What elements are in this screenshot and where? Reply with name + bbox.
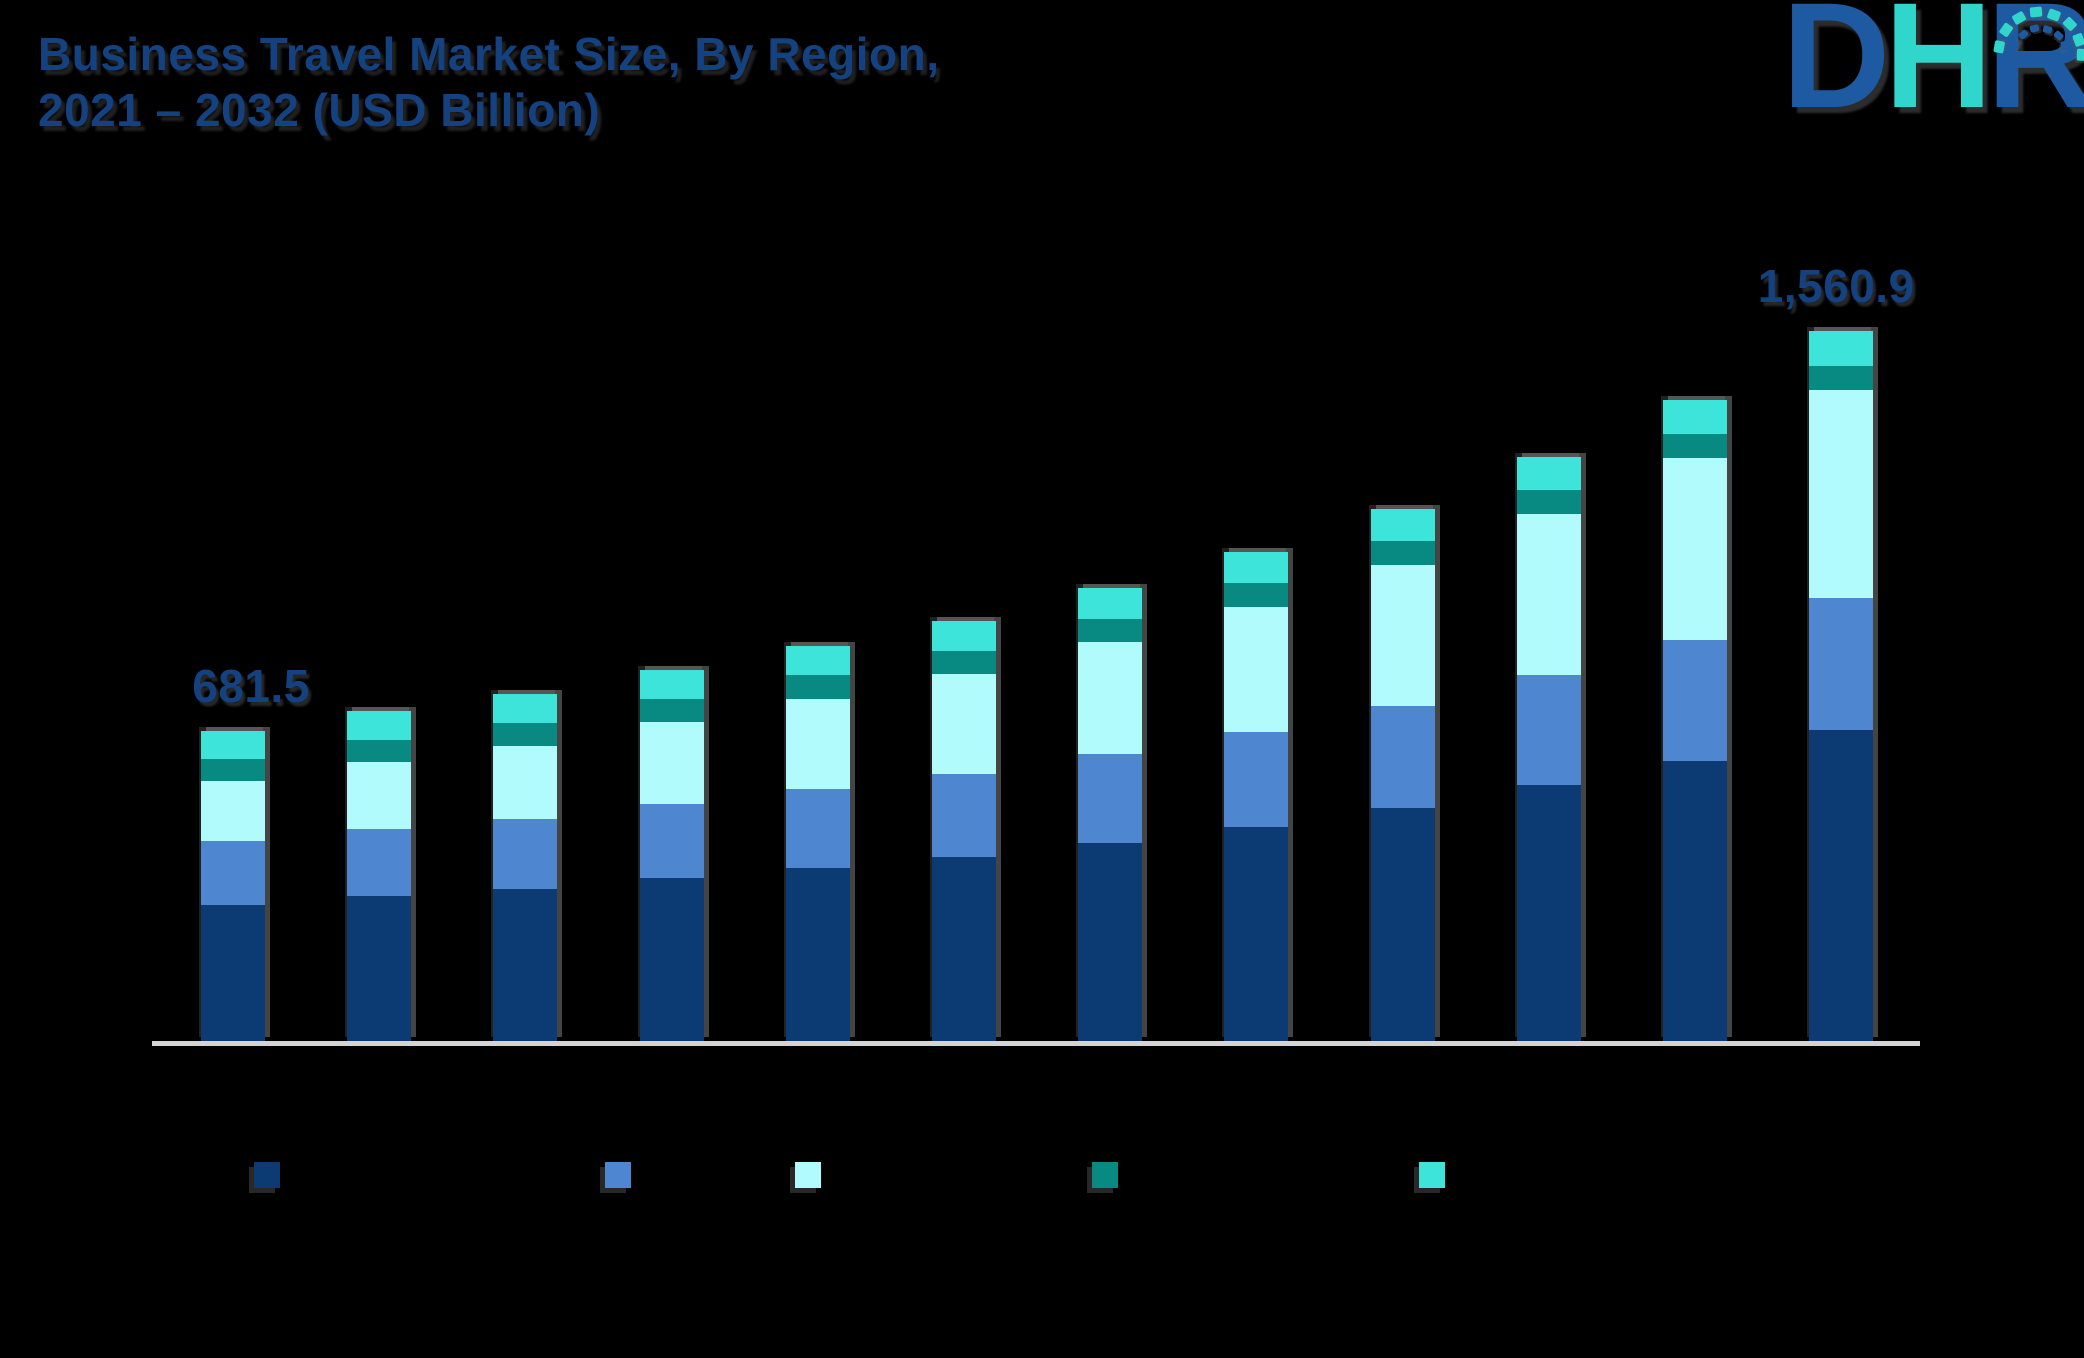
bar-2027 [1078,588,1143,1041]
segment-blue-2030 [1516,674,1581,786]
bar-2030 [1516,456,1581,1041]
segment-teal-2027 [1078,618,1143,643]
segment-light-cyan-2032 [1809,390,1874,599]
segment-light-cyan-2025 [785,698,850,790]
segment-navy-2026 [932,857,996,1041]
last-bar-value-label: 1,560.9 [1757,259,1915,312]
segment-navy-2023 [493,888,558,1041]
legend-swatch-navy [254,1162,280,1188]
segment-teal-2024 [639,698,704,723]
legend-swatch-turquoise [1419,1162,1445,1188]
segment-turquoise-2030 [1516,456,1581,490]
x-axis-line [152,1041,1920,1046]
segment-blue-2026 [932,774,996,857]
segment-navy-2028 [1224,826,1289,1041]
segment-blue-2032 [1809,598,1874,731]
segment-navy-2025 [785,867,850,1041]
legend-swatch-blue [605,1162,631,1188]
segment-turquoise-2029 [1370,509,1435,541]
segment-light-cyan-2031 [1663,458,1727,641]
segment-blue-2021 [201,841,265,906]
segment-blue-2023 [493,818,558,889]
segment-light-cyan-2022 [347,762,412,829]
segment-turquoise-2021 [201,730,265,759]
segment-blue-2031 [1663,640,1727,761]
chart-title-line2: 2021 – 2032 (USD Billion) [38,84,601,136]
segment-navy-2024 [639,878,704,1041]
segment-teal-2022 [347,739,412,763]
segment-navy-2027 [1078,842,1143,1041]
segment-teal-2030 [1516,489,1581,515]
legend-swatch-teal [1092,1162,1118,1188]
logo-letter-h: H [1884,0,1992,139]
bar-2029 [1370,509,1435,1041]
bar-2021 [201,730,265,1041]
logo-letter-d: D [1782,0,1890,139]
segment-teal-2032 [1809,365,1874,391]
segment-turquoise-2025 [785,645,850,676]
bar-2028 [1224,551,1289,1041]
segment-navy-2029 [1370,808,1435,1041]
segment-navy-2031 [1663,760,1727,1041]
bar-2023 [493,694,558,1041]
chart-title: Business Travel Market Size, By Region, … [38,26,940,138]
bar-2031 [1663,399,1727,1041]
chart-title-line1: Business Travel Market Size, By Region, [38,28,940,80]
segment-teal-2029 [1370,540,1435,566]
segment-teal-2023 [493,722,558,746]
segment-teal-2025 [785,675,850,699]
segment-teal-2026 [932,650,996,675]
segment-turquoise-2027 [1078,588,1143,619]
segment-light-cyan-2026 [932,674,996,775]
segment-blue-2022 [347,828,412,897]
dhr-logo-letters: DHR [1782,0,2084,130]
segment-turquoise-2023 [493,694,558,723]
segment-blue-2024 [639,803,704,879]
segment-light-cyan-2029 [1370,565,1435,707]
segment-turquoise-2024 [639,669,704,699]
bar-2024 [639,669,704,1041]
bar-2026 [932,621,996,1041]
segment-teal-2021 [201,758,265,782]
segment-light-cyan-2028 [1224,606,1289,733]
segment-turquoise-2031 [1663,399,1727,434]
first-bar-value-label: 681.5 [192,659,310,712]
segment-navy-2022 [347,896,412,1041]
segment-light-cyan-2021 [201,781,265,841]
segment-turquoise-2032 [1809,330,1874,366]
segment-teal-2031 [1663,433,1727,459]
segment-blue-2028 [1224,732,1289,827]
segment-blue-2029 [1370,706,1435,809]
bar-2032 [1809,330,1874,1041]
bar-2022 [347,711,412,1041]
bar-2025 [785,645,850,1041]
legend-swatch-light-cyan [795,1162,821,1188]
dhr-logo: DHR [1782,0,2084,143]
segment-teal-2028 [1224,583,1289,607]
segment-navy-2032 [1809,730,1874,1041]
segment-navy-2030 [1516,785,1581,1041]
segment-turquoise-2022 [347,711,412,740]
segment-light-cyan-2030 [1516,514,1581,675]
segment-light-cyan-2024 [639,722,704,804]
segment-turquoise-2026 [932,621,996,651]
segment-blue-2025 [785,789,850,868]
segment-navy-2021 [201,905,265,1041]
segment-light-cyan-2023 [493,745,558,819]
segment-blue-2027 [1078,754,1143,843]
segment-turquoise-2028 [1224,551,1289,584]
segment-light-cyan-2027 [1078,642,1143,755]
